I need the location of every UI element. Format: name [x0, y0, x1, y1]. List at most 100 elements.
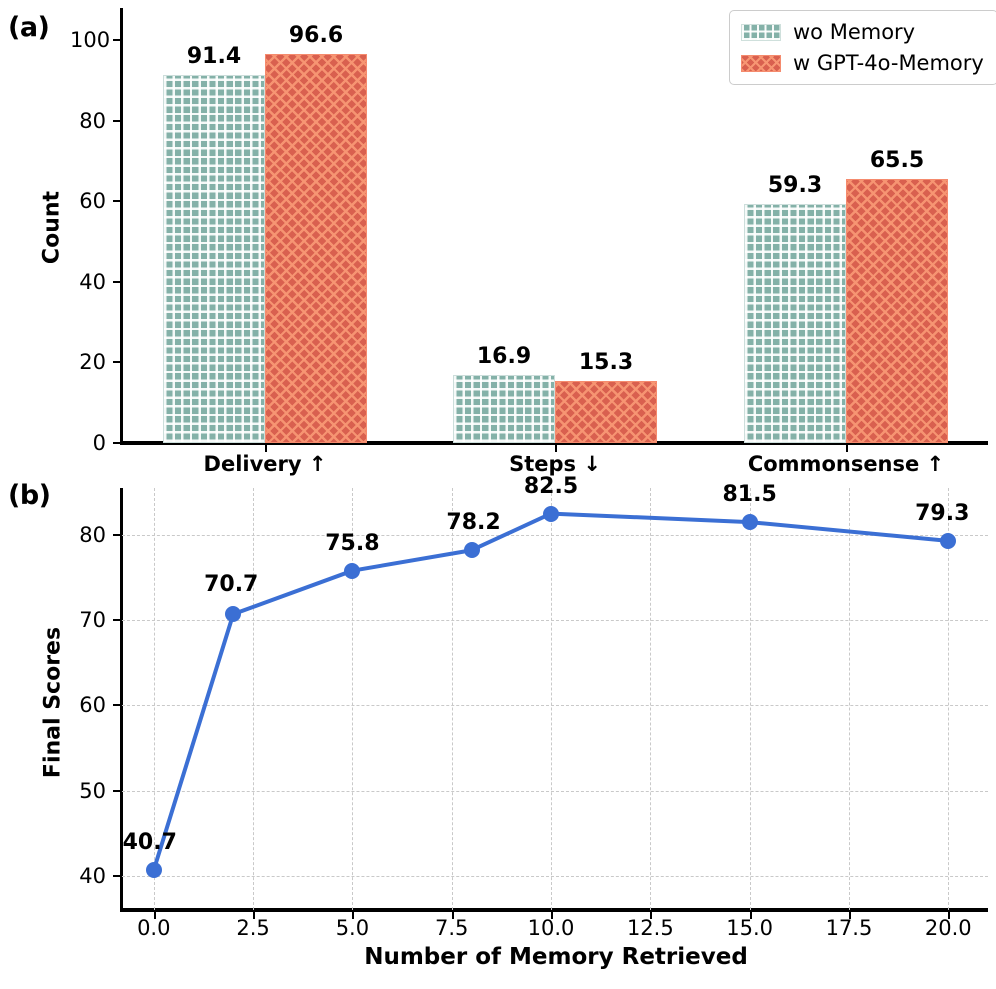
panel-b-y-tick: 50 [79, 778, 106, 803]
panel-a-y-tick-mark [113, 280, 120, 283]
legend-item-wo-memory: wo Memory [741, 20, 984, 44]
panel-a-x-tick-mark [846, 445, 848, 452]
panel-b-gridline-vertical [749, 488, 751, 910]
panel-a-x-tick: Commonsense ↑ [747, 452, 945, 476]
panel-b-x-tick-mark [650, 912, 653, 919]
bar-w-gpt4o-memory [265, 53, 367, 443]
panel-b-x-tick-mark [451, 912, 454, 919]
panel-b-gridline-horizontal [122, 790, 988, 792]
panel-b-x-tick: 17.5 [825, 916, 873, 940]
panel-b-x-tick-mark [948, 912, 951, 919]
bar-wo-memory [744, 204, 846, 443]
panel-b-gridline-vertical [848, 488, 850, 910]
panel-b-y-tick-mark [113, 789, 120, 792]
panel-b-x-tick: 20.0 [924, 916, 972, 940]
bar-w-gpt4o-memory [555, 381, 657, 443]
panel-a-y-tick-mark [113, 200, 120, 203]
panel-b-gridline-vertical [948, 488, 950, 910]
panel-b-data-point [145, 861, 162, 878]
panel-b-data-point [225, 606, 242, 623]
panel-b-gridline-horizontal [122, 620, 988, 622]
panel-a-x-axis-spine [120, 441, 988, 445]
bar-w-gpt4o-memory [846, 179, 948, 443]
panel-b-data-point [741, 514, 758, 531]
panel-b-x-tick: 5.0 [335, 916, 370, 940]
panel-b-x-tick-mark [551, 912, 554, 919]
panel-b-gridline-vertical [451, 488, 453, 910]
panel-b-gridline-vertical [253, 488, 255, 910]
panel-b-y-tick: 70 [79, 608, 106, 633]
panel-b-data-point [344, 562, 361, 579]
panel-b-x-tick-mark [253, 912, 256, 919]
panel-b-line-series [151, 511, 951, 872]
panel-b-y-tick-mark [113, 704, 120, 707]
panel-b-x-tick: 0.0 [137, 916, 171, 940]
legend-item-label: wo Memory [793, 20, 916, 44]
panel-a-x-tick-mark [555, 445, 557, 452]
bar-value-label: 91.4 [186, 43, 242, 69]
bar-wo-memory [163, 74, 265, 443]
panel-a-bar-chart: (a) Count 0 20 40 60 80 100 91.4 96.6 16.9 15.3 5… [0, 0, 996, 476]
panel-b-gridline-horizontal [122, 875, 988, 877]
panel-b-x-tick-mark [153, 912, 156, 919]
legend-swatch-icon [741, 23, 781, 41]
panel-b-y-tick-mark [113, 874, 120, 877]
panel-b-y-tick: 80 [79, 522, 106, 547]
panel-a-label: (a) [8, 12, 50, 43]
panel-b-gridline-horizontal [122, 534, 988, 536]
panel-a-y-tick-mark [113, 361, 120, 364]
panel-b-x-tick: 2.5 [236, 916, 270, 940]
legend-box: wo Memory w GPT-4o-Memory [729, 10, 996, 85]
panel-b-data-point [940, 532, 957, 549]
panel-a-x-tick-mark [265, 445, 267, 452]
panel-b-x-tick: 10.0 [527, 916, 575, 940]
panel-a-y-tick: 0 [92, 431, 106, 455]
panel-b-plot-area [122, 488, 988, 910]
panel-a-y-tick-mark [113, 442, 120, 444]
panel-a-y-axis-label: Count [39, 190, 65, 265]
panel-b-point-value-label: 75.8 [325, 530, 380, 556]
panel-a-y-tick: 60 [79, 189, 106, 214]
panel-b-x-tick: 12.5 [626, 916, 674, 940]
panel-a-y-tick: 100 [70, 28, 111, 53]
panel-b-y-tick: 60 [79, 693, 106, 718]
panel-b-point-value-label: 40.7 [122, 829, 177, 855]
panel-b-data-point [463, 542, 480, 559]
panel-a-x-tick: Delivery ↑ [203, 452, 327, 476]
panel-b-point-value-label: 79.3 [915, 500, 970, 526]
legend-item-label: w GPT-4o-Memory [793, 51, 984, 75]
bar-value-label: 96.6 [288, 22, 344, 48]
panel-a-x-tick: Steps ↓ [509, 452, 601, 476]
panel-b-x-axis-spine [120, 908, 988, 912]
legend-item-w-gpt4o-memory: w GPT-4o-Memory [741, 51, 984, 75]
panel-b-gridline-vertical [551, 488, 553, 910]
panel-b-gridline-vertical [153, 488, 155, 910]
panel-b-gridline-horizontal [122, 705, 988, 707]
bar-value-label: 65.5 [869, 148, 925, 174]
panel-b-x-tick-mark [352, 912, 355, 919]
panel-a-y-tick: 80 [79, 108, 106, 133]
panel-a-y-tick: 20 [79, 350, 106, 375]
panel-b-y-axis-label: Final Scores [40, 626, 66, 779]
panel-b-x-tick-mark [848, 912, 851, 919]
panel-b-y-tick-mark [113, 619, 120, 622]
panel-b-y-axis-spine [120, 488, 123, 912]
panel-a-y-tick-mark [113, 39, 120, 42]
bar-value-label: 59.3 [767, 173, 823, 199]
panel-a-y-tick-mark [113, 119, 120, 122]
panel-b-point-value-label: 81.5 [722, 482, 777, 508]
panel-b-label: (b) [8, 480, 51, 511]
panel-b-x-tick: 7.5 [435, 916, 469, 940]
panel-b-x-tick: 15.0 [726, 916, 774, 940]
bar-wo-memory [453, 374, 555, 443]
panel-b-point-value-label: 70.7 [204, 572, 259, 598]
panel-a-y-tick: 40 [79, 269, 106, 294]
panel-b-y-tick: 40 [79, 863, 106, 888]
panel-b-point-value-label: 82.5 [523, 473, 579, 499]
panel-b-x-tick-mark [749, 912, 752, 919]
panel-b-gridline-vertical [650, 488, 652, 910]
panel-b-x-axis-label: Number of Memory Retrieved [364, 944, 748, 970]
panel-b-gridline-vertical [352, 488, 354, 910]
bar-value-label: 15.3 [578, 350, 634, 376]
